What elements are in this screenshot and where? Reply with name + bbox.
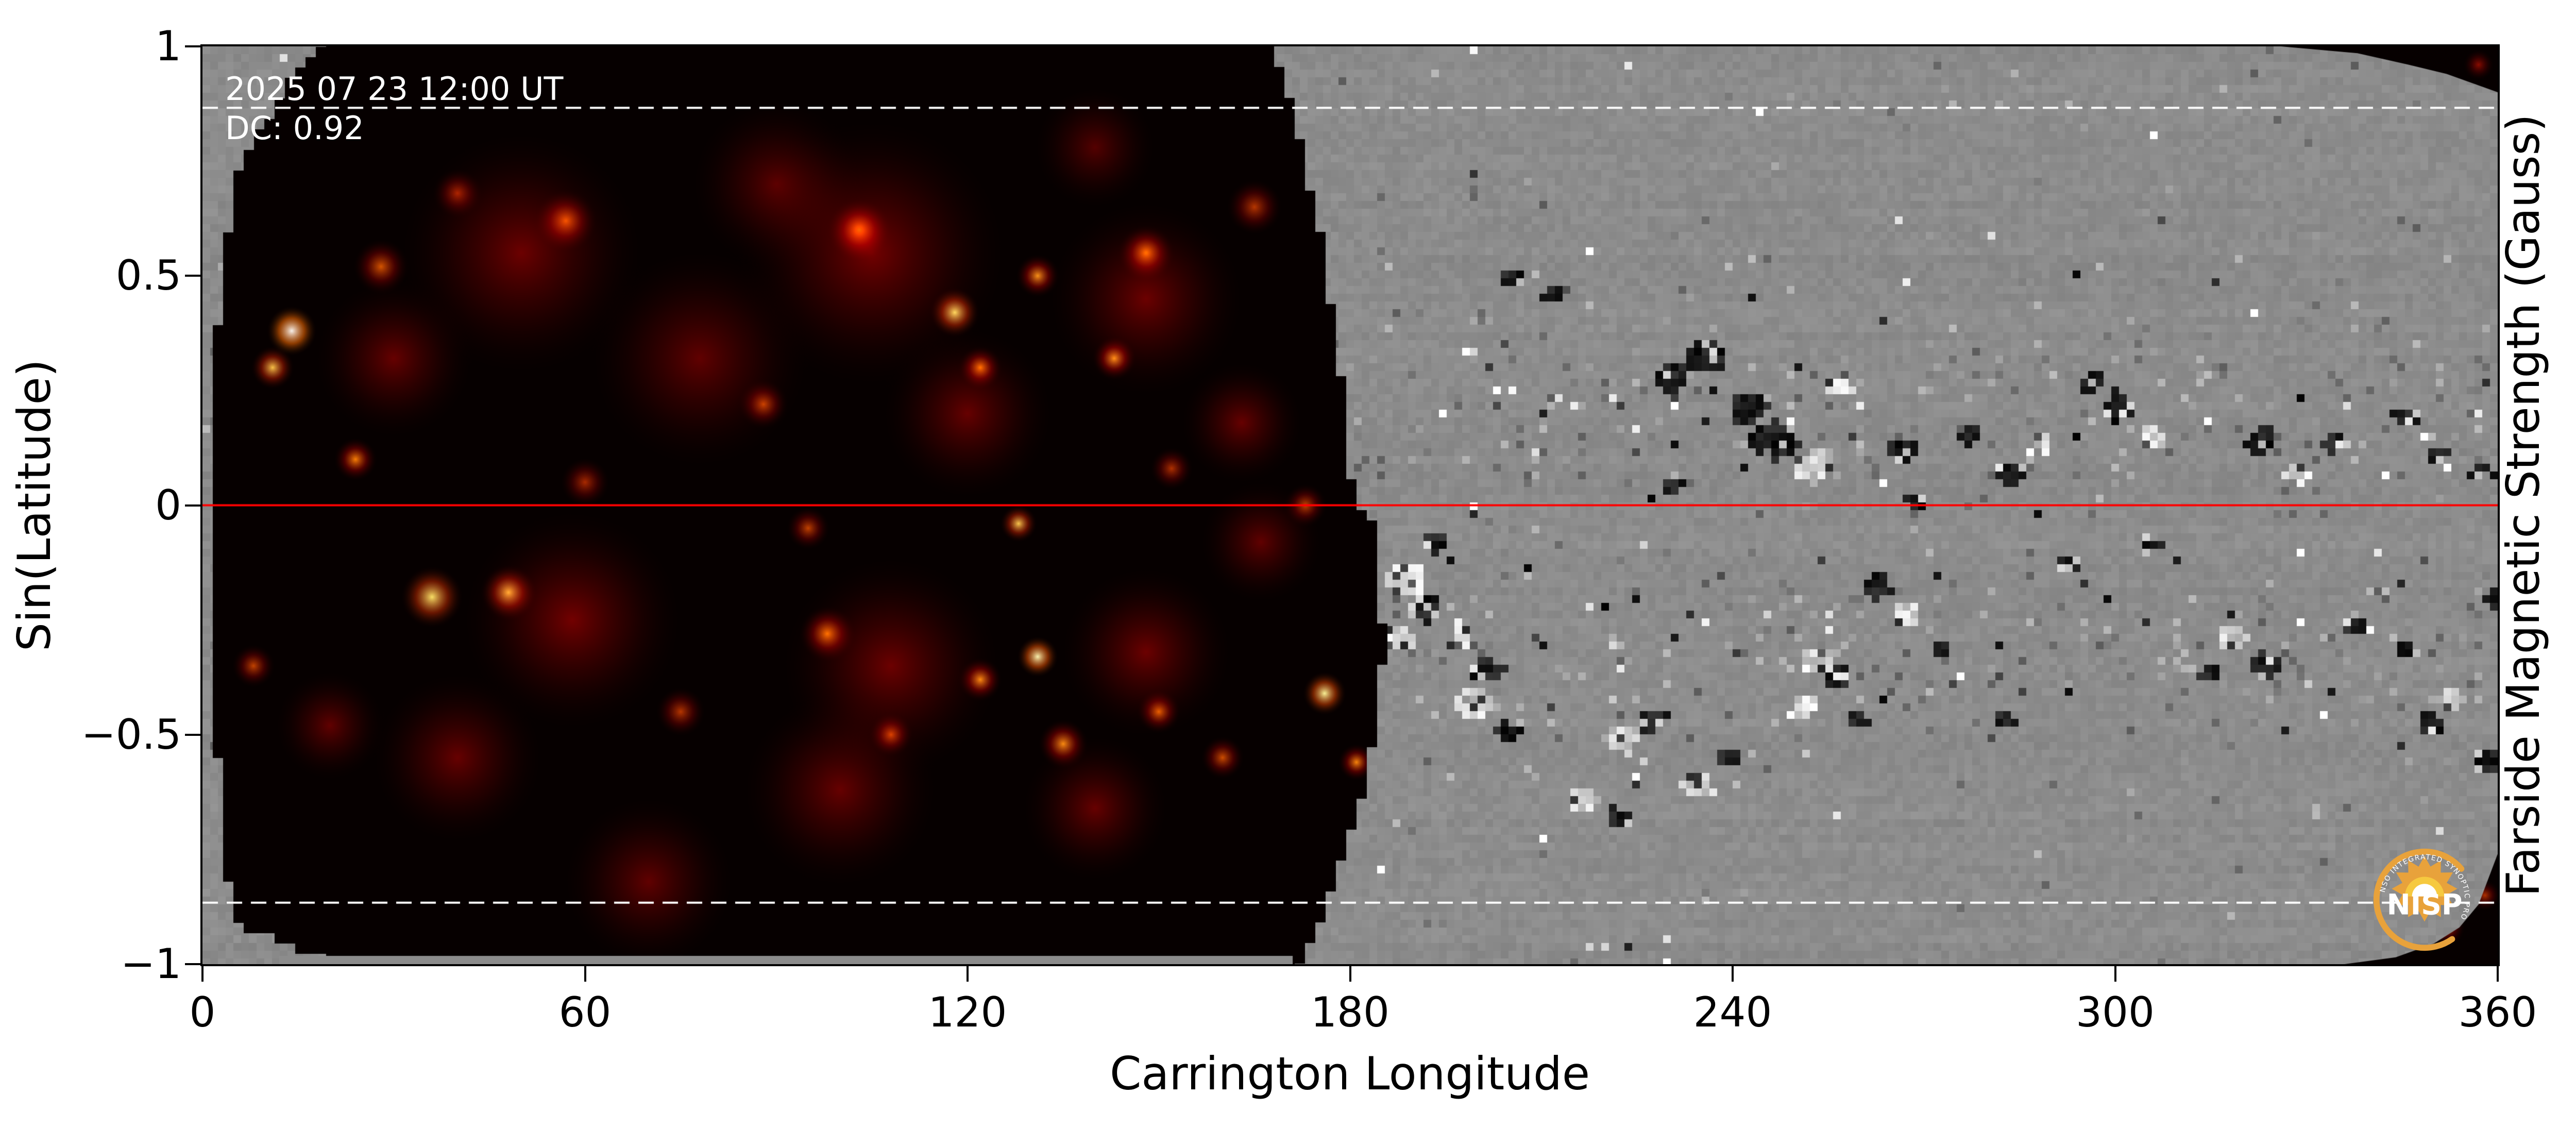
timestamp-annotation: 2025 07 23 12:00 UT (225, 70, 564, 108)
y-tick-mark (185, 504, 200, 507)
x-tick-mark (584, 966, 586, 982)
duty-cycle-annotation: DC: 0.92 (225, 109, 364, 147)
x-tick-label: 180 (1311, 988, 1389, 1036)
y-tick-label: 0.5 (115, 251, 181, 300)
logo-text: NISP (2387, 888, 2463, 921)
x-tick-label: 0 (189, 988, 216, 1036)
y-tick-mark (185, 275, 200, 277)
x-tick-mark (1349, 966, 1351, 982)
x-tick-label: 60 (558, 988, 612, 1036)
y-tick-label: −1 (121, 940, 181, 988)
x-tick-label: 300 (2076, 988, 2155, 1036)
x-tick-mark (2114, 966, 2116, 982)
y-tick-mark (185, 45, 200, 47)
x-tick-mark (967, 966, 969, 982)
y-tick-mark (185, 963, 200, 965)
farside-colorbar-title: Farside Magnetic Strength (Gauss) (2497, 114, 2550, 897)
magnetogram-heatmap (202, 46, 2498, 964)
y-tick-mark (185, 733, 200, 736)
nisp-logo: NSO INTEGRATED SYNOPTIC PROGRAM NISP (2370, 845, 2470, 951)
y-tick-label: 0 (155, 481, 181, 529)
x-tick-mark (1732, 966, 1734, 982)
x-tick-mark (2497, 966, 2499, 982)
logo-ring (2373, 848, 2465, 951)
sun-core-icon (2412, 884, 2437, 897)
x-tick-label: 120 (928, 988, 1007, 1036)
x-axis-title: Carrington Longitude (1109, 1047, 1590, 1100)
x-tick-mark (201, 966, 204, 982)
y-tick-label: −0.5 (81, 710, 181, 759)
x-tick-label: 240 (1693, 988, 1772, 1036)
x-tick-label: 360 (2458, 988, 2537, 1036)
y-tick-label: 1 (155, 22, 181, 70)
